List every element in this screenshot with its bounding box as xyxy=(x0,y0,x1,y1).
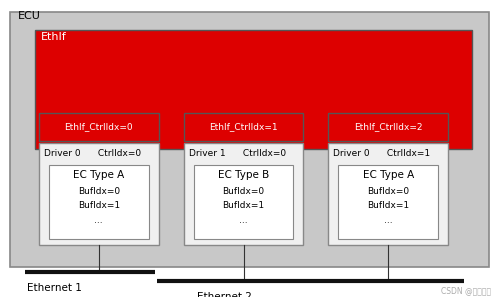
Text: ...: ... xyxy=(239,216,248,225)
Text: EthIf_CtrlIdx=1: EthIf_CtrlIdx=1 xyxy=(209,122,278,132)
FancyBboxPatch shape xyxy=(184,143,303,245)
Text: Driver 1      CtrlIdx=0: Driver 1 CtrlIdx=0 xyxy=(189,148,286,157)
FancyBboxPatch shape xyxy=(39,113,159,141)
FancyBboxPatch shape xyxy=(328,113,448,141)
FancyBboxPatch shape xyxy=(338,165,438,239)
Text: BufIdx=0: BufIdx=0 xyxy=(78,187,120,196)
Text: BufIdx=1: BufIdx=1 xyxy=(78,201,120,210)
Text: BufIdx=1: BufIdx=1 xyxy=(223,201,264,210)
Text: Driver 0      CtrlIdx=1: Driver 0 CtrlIdx=1 xyxy=(333,148,431,157)
Text: BufIdx=0: BufIdx=0 xyxy=(223,187,264,196)
Text: EC Type A: EC Type A xyxy=(73,170,124,180)
Text: Driver 0      CtrlIdx=0: Driver 0 CtrlIdx=0 xyxy=(44,148,141,157)
Text: Ethernet 1: Ethernet 1 xyxy=(27,283,82,293)
FancyBboxPatch shape xyxy=(39,143,159,245)
FancyBboxPatch shape xyxy=(49,165,149,239)
Text: EthIf_CtrlIdx=0: EthIf_CtrlIdx=0 xyxy=(64,122,133,132)
Text: EC Type A: EC Type A xyxy=(363,170,414,180)
Text: EthIf_CtrlIdx=2: EthIf_CtrlIdx=2 xyxy=(354,122,423,132)
Text: ECU: ECU xyxy=(17,11,40,21)
Text: ...: ... xyxy=(384,216,393,225)
Text: BufIdx=0: BufIdx=0 xyxy=(367,187,409,196)
FancyBboxPatch shape xyxy=(184,113,303,141)
Text: EthIf: EthIf xyxy=(41,32,67,42)
Text: CSDN @知一行一: CSDN @知一行一 xyxy=(442,287,492,296)
Text: EC Type B: EC Type B xyxy=(218,170,269,180)
Text: BufIdx=1: BufIdx=1 xyxy=(367,201,409,210)
FancyBboxPatch shape xyxy=(194,165,293,239)
Text: ...: ... xyxy=(94,216,103,225)
FancyBboxPatch shape xyxy=(328,143,448,245)
FancyBboxPatch shape xyxy=(35,30,472,148)
FancyBboxPatch shape xyxy=(10,12,489,267)
Text: Ethernet 2: Ethernet 2 xyxy=(197,292,252,297)
